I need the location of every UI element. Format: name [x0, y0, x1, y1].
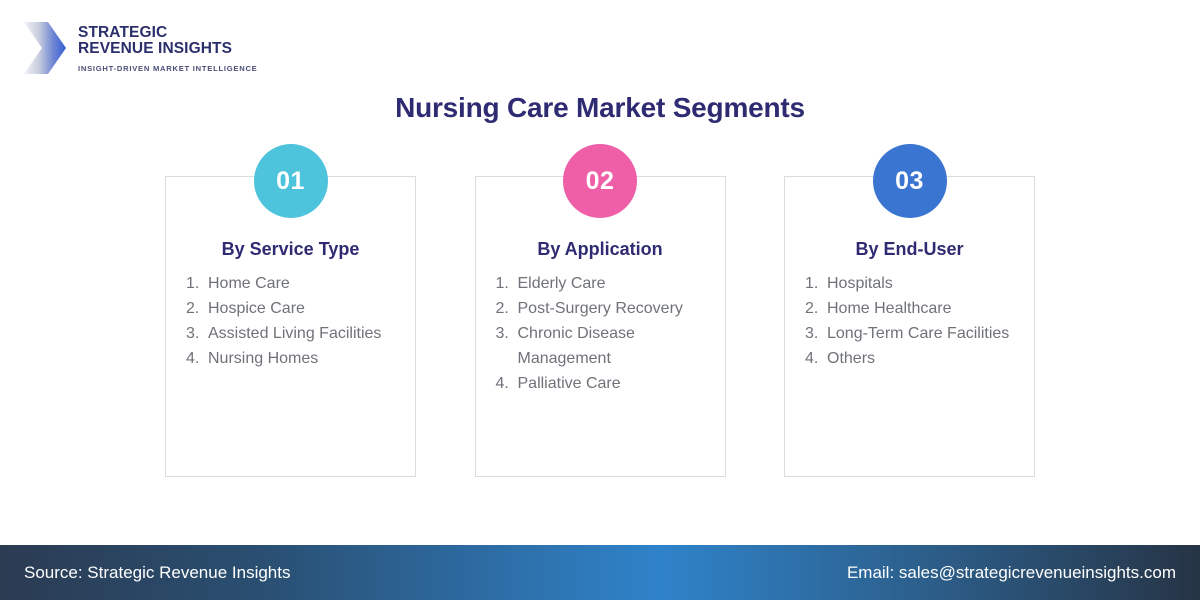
brand-logo: STRATEGIC REVENUE INSIGHTS INSIGHT-DRIVE… [22, 20, 258, 76]
segment-list-2: Elderly Care Post-Surgery Recovery Chron… [496, 271, 713, 396]
segment-title-3: By End-User [855, 239, 964, 259]
list-item: Hospitals [805, 271, 893, 296]
segment-title-1: By Service Type [221, 239, 360, 259]
segment-title-2: By Application [537, 239, 663, 259]
list-item: Home Care [186, 271, 290, 296]
list-item: Assisted Living Facilities [186, 321, 382, 346]
list-item: Post-Surgery Recovery [496, 296, 683, 321]
list-item: Palliative Care [496, 371, 621, 396]
segment-badge-2: 02 [563, 144, 637, 218]
list-item: Long-Term Care Facilities [805, 321, 1010, 346]
brand-name-line2: REVENUE INSIGHTS [78, 40, 233, 57]
segment-card-1: 01 By Service Type Home Care Hospice Car… [165, 144, 416, 477]
list-item: Chronic Disease Management [496, 321, 635, 367]
brand-name-line1: STRATEGIC [78, 23, 168, 41]
segment-list-1: Home Care Hospice Care Assisted Living F… [186, 271, 403, 371]
brand-tagline: INSIGHT-DRIVEN MARKET INTELLIGENCE [78, 63, 258, 73]
chevron-arrow-icon [22, 20, 68, 76]
segment-badge-1: 01 [253, 144, 328, 218]
list-item: Nursing Homes [186, 346, 319, 371]
list-item: Home Healthcare [805, 296, 952, 321]
segment-list-3: Hospitals Home Healthcare Long-Term Care… [805, 271, 1022, 371]
page-title: Nursing Care Market Segments [395, 92, 805, 123]
segment-card-3: 03 By End-User Hospitals Home Healthcare… [784, 144, 1035, 477]
list-item: Hospice Care [186, 296, 305, 321]
footer-bar: Source: Strategic Revenue Insights Email… [0, 545, 1200, 600]
segment-badge-3: 03 [872, 144, 947, 218]
segment-cards: 01 By Service Type Home Care Hospice Car… [165, 144, 1035, 477]
footer-email: Email: sales@strategicrevenueinsights.co… [846, 562, 1176, 582]
brand-wordmark: STRATEGIC REVENUE INSIGHTS INSIGHT-DRIVE… [78, 23, 258, 74]
list-item: Elderly Care [496, 271, 606, 296]
list-item: Others [805, 346, 876, 371]
segment-card-2: 02 By Application Elderly Care Post-Surg… [474, 144, 726, 477]
footer-source: Source: Strategic Revenue Insights [24, 562, 291, 582]
